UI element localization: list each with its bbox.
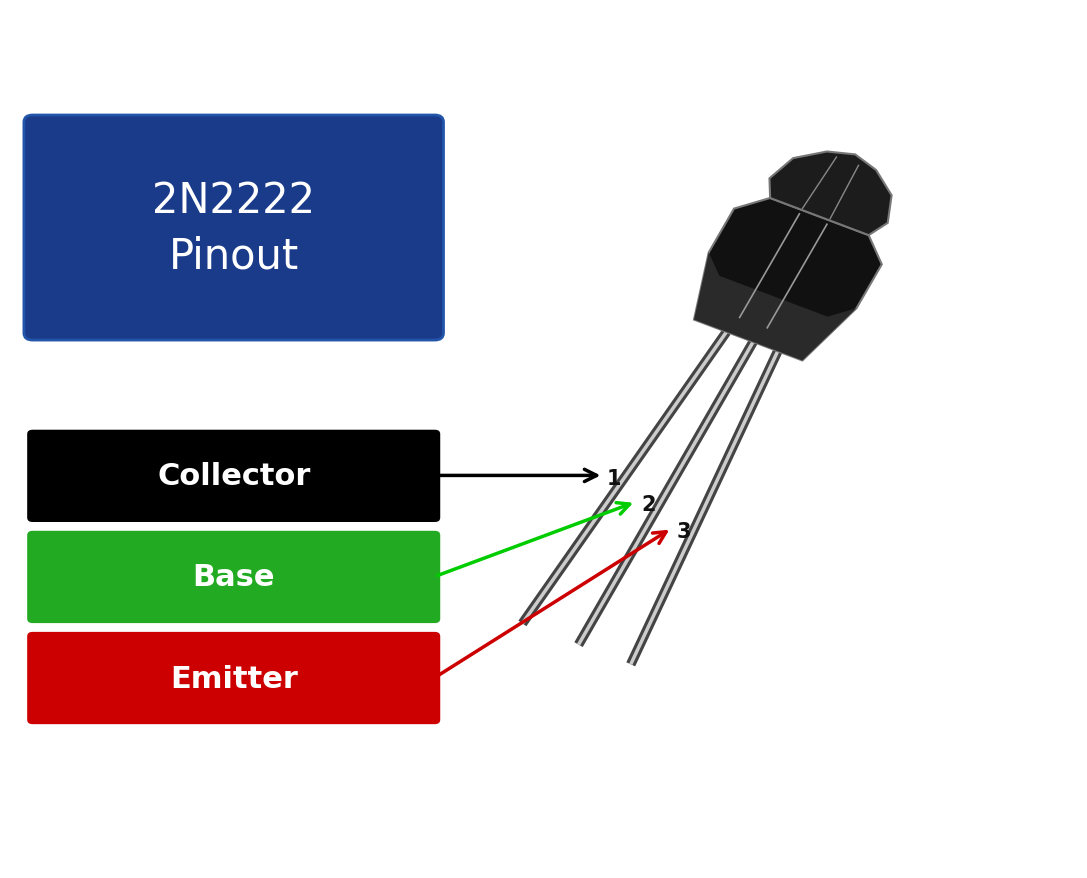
FancyBboxPatch shape bbox=[27, 430, 440, 522]
Polygon shape bbox=[694, 253, 857, 361]
Text: 3: 3 bbox=[676, 522, 690, 541]
FancyBboxPatch shape bbox=[27, 531, 440, 623]
Text: 1: 1 bbox=[607, 469, 621, 488]
Text: Base: Base bbox=[192, 563, 275, 592]
Text: 2: 2 bbox=[641, 495, 655, 515]
Polygon shape bbox=[770, 152, 891, 236]
Text: Collector: Collector bbox=[157, 462, 311, 491]
FancyBboxPatch shape bbox=[27, 632, 440, 724]
Text: Emitter: Emitter bbox=[170, 664, 298, 693]
Polygon shape bbox=[694, 198, 882, 361]
Text: 2N2222
Pinout: 2N2222 Pinout bbox=[152, 180, 315, 277]
FancyBboxPatch shape bbox=[24, 116, 443, 341]
